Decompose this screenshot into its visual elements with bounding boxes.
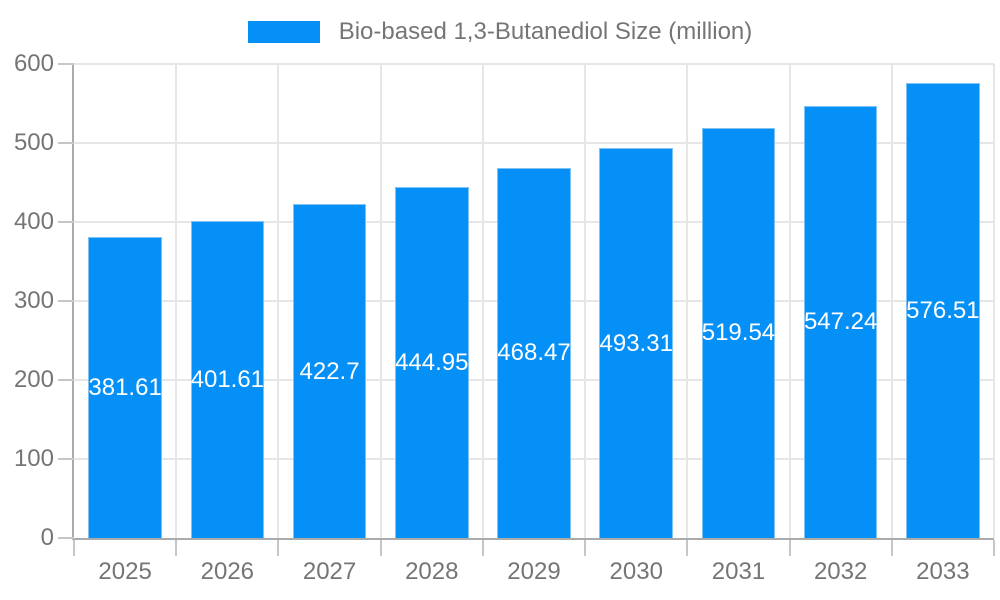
bar[interactable]: 547.24 (803, 105, 878, 538)
y-axis-tick (58, 221, 74, 223)
bar-value-label: 468.47 (497, 339, 571, 367)
bar-value-label: 493.31 (599, 329, 673, 357)
x-axis-tick (175, 540, 178, 556)
plot-area: 381.61 401.61 422.7 444.95 468.47 493.31 519.5… (74, 63, 995, 538)
x-axis-label: 2030 (609, 558, 663, 585)
x-axis-label: 2029 (507, 558, 561, 585)
x-axis-label: 2025 (98, 558, 152, 585)
gridline-horizontal (74, 142, 994, 144)
bar[interactable]: 444.95 (394, 186, 469, 538)
gridline-vertical (890, 64, 893, 538)
bar-value-label: 519.54 (701, 319, 776, 347)
gridline-vertical (584, 64, 587, 538)
bar-value-label: 422.7 (299, 357, 360, 385)
x-axis-label: 2026 (200, 558, 255, 585)
gridline-horizontal (74, 63, 994, 65)
y-axis-tick (58, 379, 74, 381)
bar-value-label: 444.95 (395, 348, 469, 376)
x-axis-label: 2031 (711, 558, 766, 585)
gridline-vertical (175, 64, 178, 538)
legend-swatch (247, 21, 320, 43)
x-axis-label: 2027 (302, 558, 357, 585)
gridline-vertical (277, 64, 280, 538)
x-axis-tick (277, 540, 280, 556)
bar[interactable]: 422.7 (292, 204, 367, 538)
gridline-vertical (686, 64, 689, 538)
y-axis-label: 100 (13, 445, 54, 472)
bar[interactable]: 576.51 (906, 82, 980, 538)
bar-value-label: 381.61 (88, 373, 162, 401)
bar-value-label: 576.51 (906, 296, 980, 324)
y-axis-label: 200 (13, 366, 54, 393)
legend-label: Bio-based 1,3-Butanediol Size (million) (338, 18, 753, 45)
gridline-vertical (481, 64, 484, 538)
gridline-vertical (993, 64, 995, 538)
y-axis-tick (58, 142, 74, 144)
bar-value-label: 547.24 (803, 308, 878, 336)
y-axis-tick (58, 458, 74, 460)
y-axis-line (72, 64, 74, 540)
x-axis-tick (686, 540, 689, 556)
bar[interactable]: 468.47 (497, 167, 571, 538)
gridline-vertical (788, 64, 791, 538)
y-axis-tick (58, 537, 74, 539)
y-axis-label: 500 (13, 129, 54, 156)
bar-value-label: 401.61 (190, 365, 265, 393)
legend[interactable]: Bio-based 1,3-Butanediol Size (million) (0, 18, 1000, 46)
x-axis-label: 2033 (916, 558, 970, 585)
bar[interactable]: 401.61 (190, 220, 265, 538)
bar[interactable]: 519.54 (701, 127, 776, 538)
bar[interactable]: 381.61 (88, 236, 162, 538)
x-axis-label: 2032 (813, 558, 868, 585)
x-axis-line (72, 538, 994, 540)
gridline-vertical (379, 64, 382, 538)
y-axis-label: 0 (40, 524, 54, 551)
y-axis-label: 600 (13, 50, 54, 77)
y-axis-label: 400 (13, 208, 54, 235)
x-axis-tick (481, 540, 484, 556)
x-axis-tick (584, 540, 587, 556)
x-axis-tick (379, 540, 382, 556)
x-axis-label: 2028 (405, 558, 459, 585)
x-axis-tick (73, 540, 75, 556)
bar[interactable]: 493.31 (599, 148, 674, 538)
x-axis-tick (993, 540, 995, 556)
x-axis-tick (890, 540, 893, 556)
y-axis-tick (58, 63, 74, 65)
x-axis-tick (788, 540, 791, 556)
y-axis-tick (58, 300, 74, 302)
y-axis-label: 300 (13, 287, 54, 314)
